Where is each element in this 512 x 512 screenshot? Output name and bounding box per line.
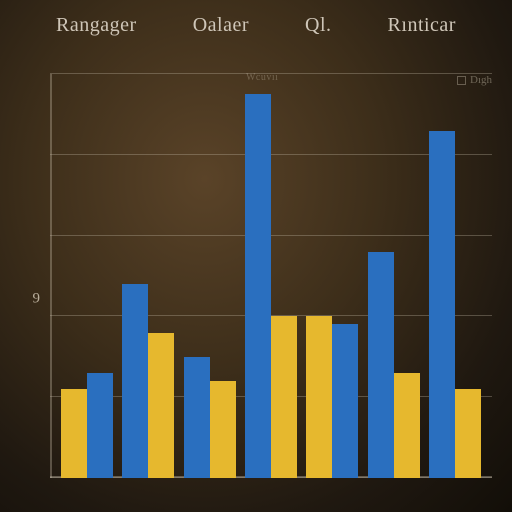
bar-group	[429, 74, 481, 478]
bar-group	[122, 74, 174, 478]
title-word: Rınticar	[388, 14, 456, 37]
chart-area: 9 Wcuvıı Dıgh	[50, 74, 492, 478]
bar	[332, 324, 358, 478]
bar-group	[184, 74, 236, 478]
bar-container	[50, 74, 492, 478]
y-tick-label: 9	[33, 291, 41, 308]
bar	[394, 373, 420, 478]
bar	[87, 373, 113, 478]
bar	[429, 131, 455, 478]
bar	[368, 252, 394, 478]
bar-group	[306, 74, 358, 478]
bar	[148, 333, 174, 478]
bar	[122, 284, 148, 478]
bar	[245, 94, 271, 478]
bar	[210, 381, 236, 478]
bar	[271, 316, 297, 478]
title-word: Oalaer	[193, 14, 249, 37]
bar	[306, 316, 332, 478]
bar-group	[61, 74, 113, 478]
title-word: Ql.	[305, 14, 332, 37]
bar	[61, 389, 87, 478]
bar	[455, 389, 481, 478]
chart-title: Rangager Oalaer Ql. Rınticar	[0, 14, 512, 37]
bar-group	[368, 74, 420, 478]
bar-group	[245, 74, 297, 478]
bar	[184, 357, 210, 478]
title-word: Rangager	[56, 14, 137, 37]
